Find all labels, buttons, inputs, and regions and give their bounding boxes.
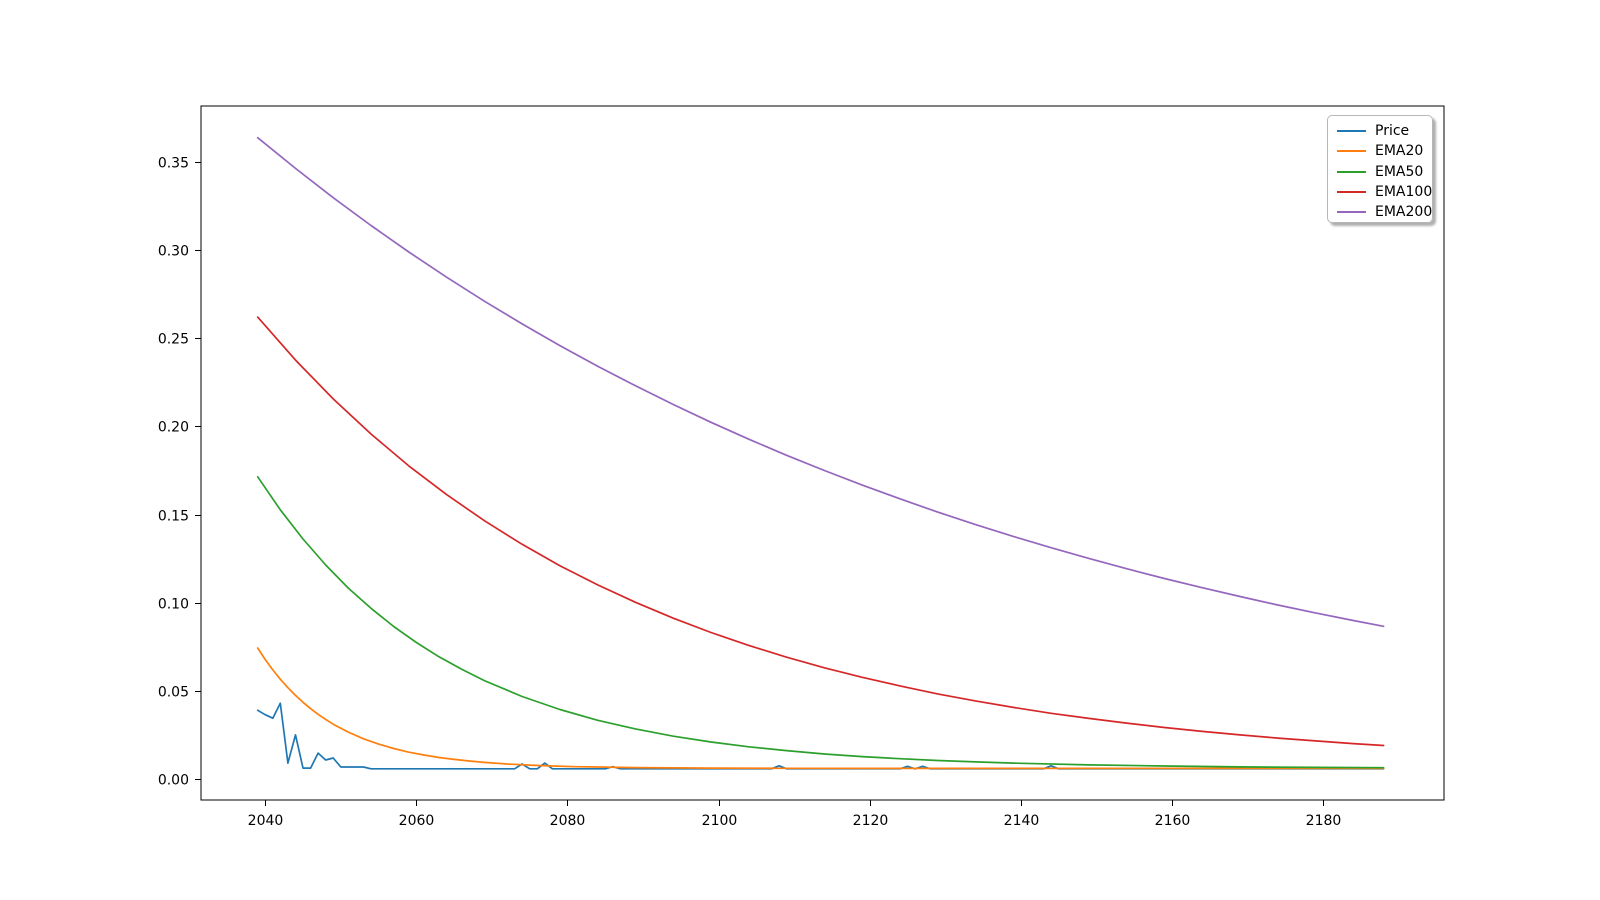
x-tick-label: 2160 [1155,813,1191,829]
x-tick-label: 2080 [550,813,586,829]
series-line-price [256,702,1385,770]
y-tick-label: 0.30 [158,244,189,260]
y-tick-label: 0.05 [158,685,189,701]
legend-item-ema200: EMA200 [1337,202,1432,222]
x-tick-label: 2120 [853,813,889,829]
y-tick-label: 0.10 [158,597,189,613]
x-tick-label: 2040 [248,813,284,829]
x-tick-label: 2060 [399,813,435,829]
legend-swatch-ema100 [1337,191,1366,194]
axes-spines [200,105,1445,801]
legend-item-ema20: EMA20 [1337,141,1432,161]
legend: Price EMA20 EMA50 EMA100 EMA200 [1327,115,1433,223]
series-line-ema200 [256,136,1385,628]
series-line-ema50 [256,475,1385,769]
series-line-ema20 [256,647,1385,770]
x-tick-label: 2140 [1004,813,1040,829]
y-tick-label: 0.00 [158,773,189,789]
y-tick-label: 0.15 [158,509,189,525]
legend-item-ema100: EMA100 [1337,182,1432,202]
legend-swatch-ema20 [1337,150,1366,153]
legend-item-price: Price [1337,121,1432,141]
legend-swatch-price [1337,130,1366,133]
legend-label-ema20: EMA20 [1375,143,1424,160]
legend-label-ema50: EMA50 [1375,163,1424,180]
legend-item-ema50: EMA50 [1337,162,1432,182]
legend-swatch-ema200 [1337,211,1366,214]
legend-label-price: Price [1375,123,1410,140]
x-tick-label: 2180 [1306,813,1342,829]
x-tick-label: 2100 [702,813,738,829]
y-tick-label: 0.35 [158,156,189,172]
y-tick-label: 0.20 [158,420,189,436]
legend-swatch-ema50 [1337,170,1366,173]
series-line-ema100 [256,316,1385,747]
legend-label-ema100: EMA100 [1375,184,1433,201]
legend-label-ema200: EMA200 [1375,204,1433,221]
y-tick-label: 0.25 [158,332,189,348]
